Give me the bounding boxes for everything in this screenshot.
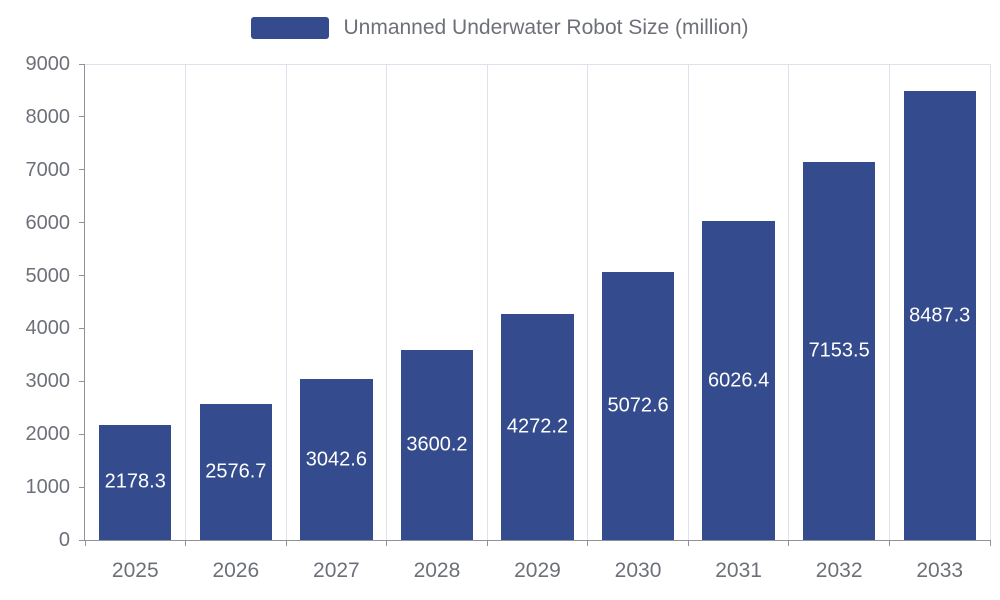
bar-value-label: 5072.6 xyxy=(607,394,669,417)
bar-2028[interactable]: 3600.2 xyxy=(400,349,474,540)
y-axis-tick-label: 4000 xyxy=(25,317,71,340)
x-axis-tick xyxy=(587,540,589,546)
bar-value-label: 3042.6 xyxy=(305,448,367,471)
y-axis-tick-label: 3000 xyxy=(25,370,71,393)
y-axis-tick-label: 1000 xyxy=(25,476,71,499)
bar-2025[interactable]: 2178.3 xyxy=(99,424,172,540)
x-axis-tick-label: 2032 xyxy=(815,559,863,582)
gridline-vertical xyxy=(486,64,488,540)
gridline-vertical xyxy=(788,64,790,540)
y-axis-tick xyxy=(79,380,85,382)
x-axis-tick xyxy=(185,540,187,546)
bar-value-label: 2576.7 xyxy=(205,460,267,483)
gridline-vertical xyxy=(386,64,388,540)
gridline-vertical xyxy=(888,64,890,540)
y-axis-tick xyxy=(79,539,85,541)
gridline-vertical xyxy=(185,64,187,540)
bar-2030[interactable]: 5072.6 xyxy=(601,271,675,540)
y-axis-tick xyxy=(79,169,85,171)
x-axis-tick xyxy=(788,540,790,546)
x-axis-tick-label: 2033 xyxy=(916,559,964,582)
gridline-vertical xyxy=(285,64,287,540)
y-axis-tick-label: 2000 xyxy=(25,423,71,446)
gridline-vertical xyxy=(989,64,991,540)
x-axis-tick-label: 2027 xyxy=(313,559,360,582)
x-axis-tick-label: 2029 xyxy=(514,559,561,582)
bar-2029[interactable]: 4272.2 xyxy=(501,314,574,540)
gridline-vertical xyxy=(587,64,589,540)
bar-2027[interactable]: 3042.6 xyxy=(300,379,373,540)
y-axis-tick-label: 0 xyxy=(58,529,70,551)
plot-area: 2178.3 2576.7 3042.6 3600.2 4272.2 5072.6 6026… xyxy=(85,64,991,540)
gridline-vertical xyxy=(687,64,689,540)
y-axis-tick-label: 6000 xyxy=(25,211,71,234)
y-axis-tick xyxy=(79,116,85,118)
bar-2032[interactable]: 7153.5 xyxy=(802,161,876,540)
x-axis-tick xyxy=(285,540,287,546)
bar-value-label: 3600.2 xyxy=(406,433,468,456)
x-axis-tick xyxy=(888,540,890,546)
bar-2031[interactable]: 6026.4 xyxy=(702,221,775,540)
y-axis-tick xyxy=(79,275,85,277)
y-axis-tick-label: 8000 xyxy=(25,105,71,128)
x-axis-tick-label: 2025 xyxy=(111,559,159,582)
bar-2026[interactable]: 2576.7 xyxy=(199,403,273,540)
y-axis-tick-label: 5000 xyxy=(25,264,71,287)
x-axis-tick xyxy=(386,540,388,546)
y-axis-tick-label: 7000 xyxy=(25,158,71,181)
bar-value-label: 6026.4 xyxy=(708,369,770,392)
y-axis-tick xyxy=(79,433,85,435)
y-axis-line xyxy=(84,64,85,541)
x-axis-line xyxy=(84,540,991,541)
x-axis: 2025 2026 2027 2028 2029 2030 2031 2032 2033 xyxy=(84,540,991,595)
legend-swatch xyxy=(251,17,330,39)
y-axis-tick xyxy=(79,222,85,224)
y-axis-tick xyxy=(79,486,85,488)
x-axis-tick xyxy=(989,540,991,546)
bar-value-label: 2178.3 xyxy=(104,470,166,493)
y-axis-tick-label: 9000 xyxy=(25,53,71,75)
x-axis-tick xyxy=(486,540,488,546)
bar-value-label: 7153.5 xyxy=(808,339,870,362)
x-axis-tick xyxy=(84,540,86,546)
gridline-top xyxy=(85,64,990,65)
y-axis: 0 1000 2000 3000 4000 5000 6000 7000 8000 9000 xyxy=(0,53,85,551)
x-axis-tick xyxy=(687,540,689,546)
legend-item[interactable]: Unmanned Underwater Robot Size (million) xyxy=(0,16,1000,40)
bar-value-label: 8487.3 xyxy=(909,304,971,327)
y-axis-tick xyxy=(79,327,85,329)
legend-label: Unmanned Underwater Robot Size (million) xyxy=(343,16,749,39)
x-axis-tick-label: 2030 xyxy=(614,559,662,582)
x-axis-tick-label: 2031 xyxy=(715,559,762,582)
y-axis-tick xyxy=(79,63,85,65)
bar-2033[interactable]: 8487.3 xyxy=(903,91,976,540)
bar-value-label: 4272.2 xyxy=(506,415,569,438)
x-axis-tick-label: 2028 xyxy=(413,559,461,582)
x-axis-tick-label: 2026 xyxy=(212,559,260,582)
